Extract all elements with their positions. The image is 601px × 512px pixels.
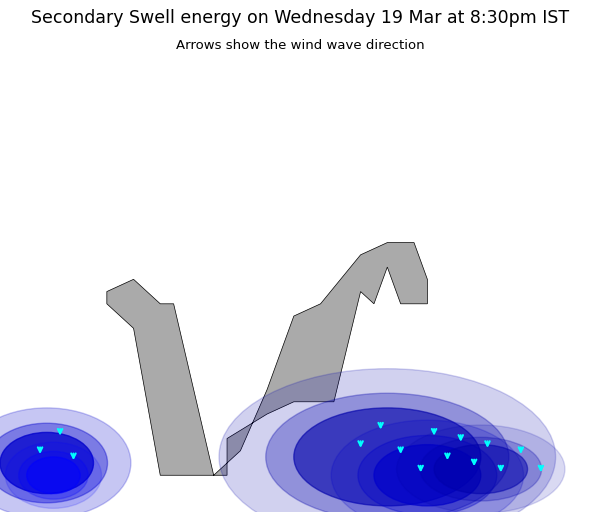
Ellipse shape [331,420,523,512]
Ellipse shape [219,369,555,512]
Text: Arrows show the wind wave direction: Arrows show the wind wave direction [176,39,425,52]
Ellipse shape [420,437,542,501]
Ellipse shape [434,444,528,494]
Ellipse shape [397,425,565,512]
Ellipse shape [266,393,509,512]
Ellipse shape [374,444,481,506]
Ellipse shape [19,452,88,499]
Ellipse shape [294,408,481,506]
Ellipse shape [0,408,131,512]
Ellipse shape [358,436,497,512]
Ellipse shape [0,433,94,494]
Polygon shape [107,243,427,475]
Ellipse shape [5,442,102,508]
Ellipse shape [0,423,108,503]
Text: Secondary Swell energy on Wednesday 19 Mar at 8:30pm IST: Secondary Swell energy on Wednesday 19 M… [31,9,570,27]
Ellipse shape [26,457,80,494]
